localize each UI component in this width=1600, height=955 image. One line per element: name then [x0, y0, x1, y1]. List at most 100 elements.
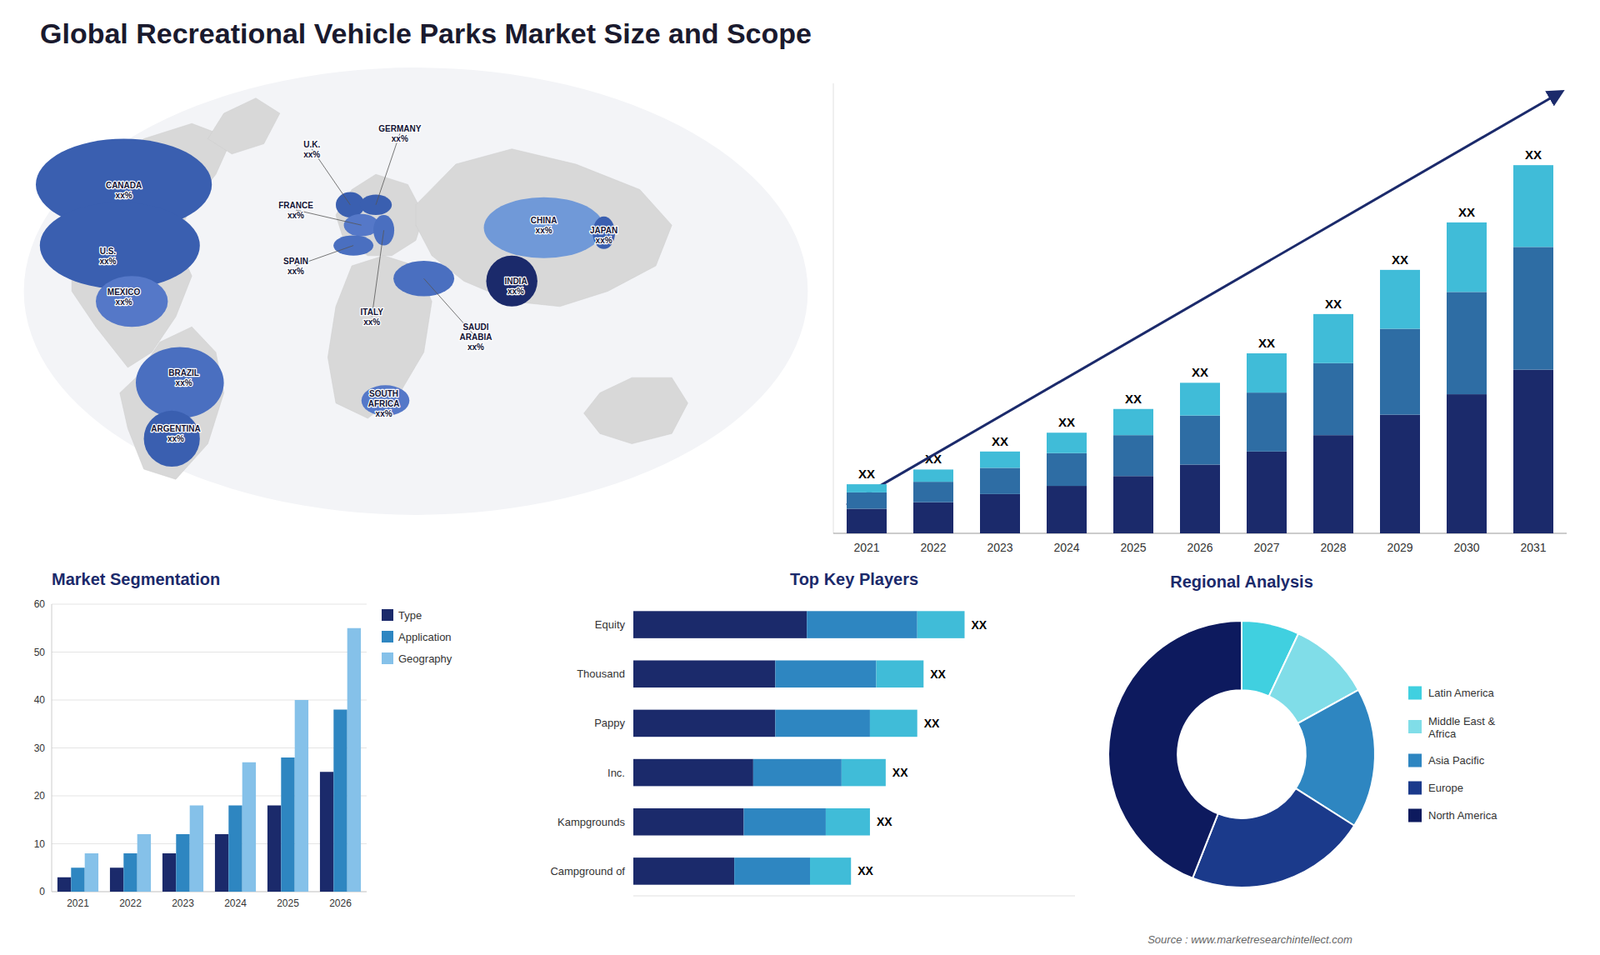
grid-line: [51, 891, 367, 893]
data-label: XX: [1391, 252, 1409, 267]
bar-segment: [1513, 165, 1554, 247]
country-label: SAUDIARABIAxx%: [460, 322, 493, 352]
world-map: U.S.xx%CANADAxx%MEXICOxx%BRAZILxx%ARGENT…: [24, 67, 809, 515]
bar-segment: [1113, 409, 1154, 435]
bar: [295, 700, 309, 892]
page-title: Global Recreational Vehicle Parks Market…: [40, 17, 812, 50]
text-line: BRAZIL: [168, 368, 200, 378]
x-tick-label: 2025: [1120, 540, 1146, 555]
country-label: INDIAxx%: [504, 276, 527, 296]
country-label: GERMANYxx%: [378, 124, 421, 144]
bar-segment: [1113, 435, 1154, 476]
text-line: xx%: [375, 408, 393, 418]
text-line: xx%: [303, 149, 320, 159]
legend: Latin AmericaMiddle East &AfricaAsia Pac…: [1408, 686, 1498, 823]
bar-segment: [913, 469, 954, 482]
bar: [137, 834, 151, 892]
data-label: XX: [876, 815, 893, 829]
y-tick-label: Pappy: [594, 716, 625, 730]
text-line: xx%: [595, 235, 613, 245]
bar: [110, 867, 124, 892]
bar: [162, 853, 176, 892]
bar-segment: [1246, 451, 1287, 534]
continent: [207, 98, 280, 155]
bar-segment: [753, 759, 842, 787]
continent: [584, 377, 689, 444]
legend-label: North America: [1428, 809, 1498, 822]
x-axis-line: [633, 895, 1075, 897]
text-line: xx%: [115, 296, 133, 306]
y-tick-label: Thousand: [576, 667, 625, 680]
country-label: ARGENTINAxx%: [150, 424, 200, 444]
bar-segment: [913, 502, 954, 534]
bar-segment: [917, 610, 965, 639]
bars: [633, 610, 965, 885]
data-label: XX: [1258, 335, 1275, 350]
x-tick-label: 2027: [1253, 540, 1280, 555]
text-line: ARABIA: [460, 332, 493, 342]
bar: [215, 834, 229, 892]
bar-segment: [870, 710, 918, 738]
data-label: XX: [1125, 391, 1142, 406]
y-tick-label: 50: [34, 646, 46, 659]
segmentation-chart: Market Segmentation010203040506020212022…: [34, 570, 453, 910]
donut-slice: [1192, 788, 1355, 888]
country-region: [95, 275, 168, 327]
market-size-chart: XX2021XX2022XX2023XX2024XX2025XX2026XX20…: [833, 83, 1567, 555]
x-tick-label: 2029: [1386, 540, 1413, 555]
text-line: INDIA: [504, 276, 527, 286]
text-line: U.K.: [303, 139, 320, 149]
country-label: BRAZILxx%: [168, 368, 200, 388]
bar-segment: [633, 610, 807, 639]
country-region: [485, 255, 537, 307]
grid-line: [51, 604, 367, 605]
bar-segment: [1513, 370, 1554, 534]
bar-segment: [744, 808, 826, 836]
bar-segment: [980, 494, 1020, 534]
bar-segment: [806, 610, 918, 639]
text-line: Africa: [1428, 726, 1457, 740]
bar-segment: [1446, 291, 1487, 395]
bar-segment: [825, 808, 870, 836]
country-label: MEXICOxx%: [107, 286, 141, 306]
bar-segment: [775, 660, 876, 688]
x-tick-label: 2031: [1520, 540, 1546, 555]
data-label: XX: [1458, 205, 1475, 220]
country-region: [135, 347, 225, 419]
bar: [333, 710, 347, 893]
y-tick-label: Equity: [595, 618, 626, 631]
bar-segment: [810, 857, 851, 885]
text-line: Middle East &: [1428, 714, 1496, 727]
bar-segment: [1313, 363, 1354, 435]
x-axis-line: [51, 891, 367, 893]
grid-line: [51, 843, 367, 845]
text-line: FRANCE: [278, 200, 314, 210]
bars: [846, 165, 1554, 534]
y-tick-label: 40: [34, 694, 46, 706]
x-tick-label: 2026: [329, 897, 352, 910]
country-region: [484, 197, 605, 259]
bar-segment: [1180, 465, 1220, 534]
legend-swatch: [381, 609, 394, 621]
text-line: CHINA: [530, 215, 558, 225]
chart-title: Top Key Players: [790, 570, 919, 589]
country-label: U.S.xx%: [99, 245, 116, 265]
legend-swatch: [1408, 781, 1422, 795]
bar: [123, 853, 137, 892]
text-line: JAPAN: [590, 225, 618, 235]
data-label: XX: [971, 618, 988, 632]
bar-segment: [633, 710, 775, 738]
bar-segment: [1113, 475, 1154, 534]
data-label: XX: [924, 716, 940, 730]
bar: [190, 805, 204, 893]
bar-segment: [876, 660, 925, 688]
legend-swatch: [1408, 720, 1422, 734]
text-line: MEXICO: [107, 286, 141, 296]
text-line: xx%: [287, 266, 305, 276]
leader-line: [295, 210, 362, 225]
country-label: ITALYxx%: [360, 307, 385, 327]
text-line: ARGENTINA: [150, 424, 200, 434]
bar-segment: [1313, 314, 1354, 364]
data-label: XX: [930, 667, 946, 681]
bar-segment: [633, 660, 775, 688]
